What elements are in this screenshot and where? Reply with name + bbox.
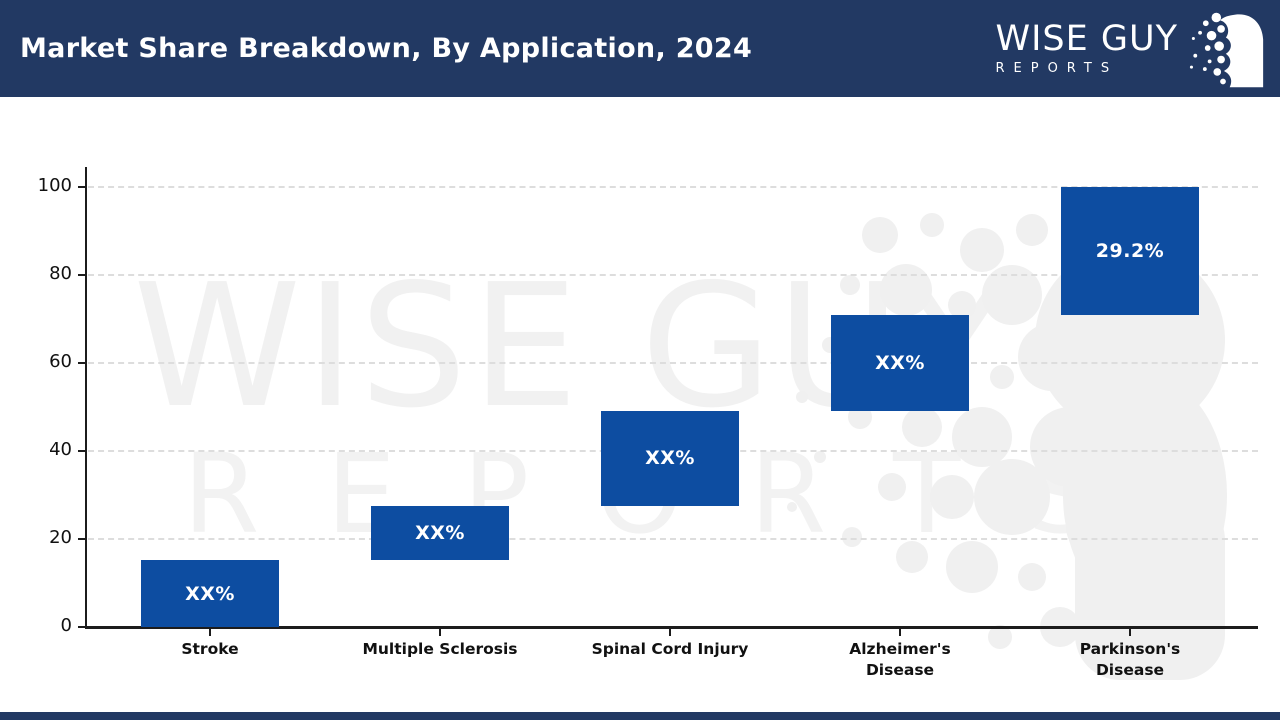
y-tick	[78, 362, 86, 364]
y-tick-label: 80	[49, 263, 72, 284]
footer-bar	[0, 712, 1280, 720]
gridline	[88, 274, 1258, 276]
x-tick	[439, 629, 441, 636]
category-label: Alzheimer's Disease	[849, 640, 951, 679]
category-label: Multiple Sclerosis	[362, 640, 518, 658]
waterfall-bar: XX%	[831, 315, 969, 411]
wiseguy-logo: WISE GUY REPORTS	[995, 8, 1266, 90]
x-tick	[669, 629, 671, 636]
gridline	[88, 538, 1258, 540]
bar-value-label: XX%	[645, 447, 695, 470]
y-axis	[85, 167, 87, 629]
category-label: Stroke	[181, 640, 239, 658]
waterfall-bar: XX%	[141, 560, 279, 627]
bar-value-label: XX%	[415, 521, 465, 544]
bar-value-label: XX%	[875, 351, 925, 374]
waterfall-bar: XX%	[601, 410, 739, 506]
gridline	[88, 362, 1258, 364]
y-tick-label: 20	[49, 527, 72, 548]
x-tick	[1129, 629, 1131, 636]
y-tick-label: 0	[60, 615, 72, 636]
y-tick	[78, 186, 86, 188]
x-axis	[85, 626, 1258, 629]
y-tick	[78, 450, 86, 452]
chart-title: Market Share Breakdown, By Application, …	[20, 33, 753, 64]
y-tick-label: 100	[37, 175, 72, 196]
logo-face-icon	[1189, 12, 1264, 87]
y-tick	[78, 626, 86, 628]
bar-value-label: XX%	[185, 582, 235, 605]
y-tick-label: 40	[49, 439, 72, 460]
category-label: Spinal Cord Injury	[591, 640, 749, 658]
bar-value-label: 29.2%	[1095, 240, 1165, 263]
category-label: Parkinson's Disease	[1079, 640, 1181, 679]
y-tick	[78, 274, 86, 276]
x-tick	[209, 629, 211, 636]
y-tick-label: 60	[49, 351, 72, 372]
waterfall-bar: XX%	[371, 505, 509, 561]
x-tick	[899, 629, 901, 636]
logo-wordmark: WISE GUY	[995, 18, 1178, 59]
y-tick	[78, 538, 86, 540]
gridline	[88, 186, 1258, 188]
logo-subtitle: REPORTS	[995, 60, 1119, 76]
header-bar: Market Share Breakdown, By Application, …	[0, 0, 1280, 97]
waterfall-bar: 29.2%	[1061, 187, 1199, 316]
